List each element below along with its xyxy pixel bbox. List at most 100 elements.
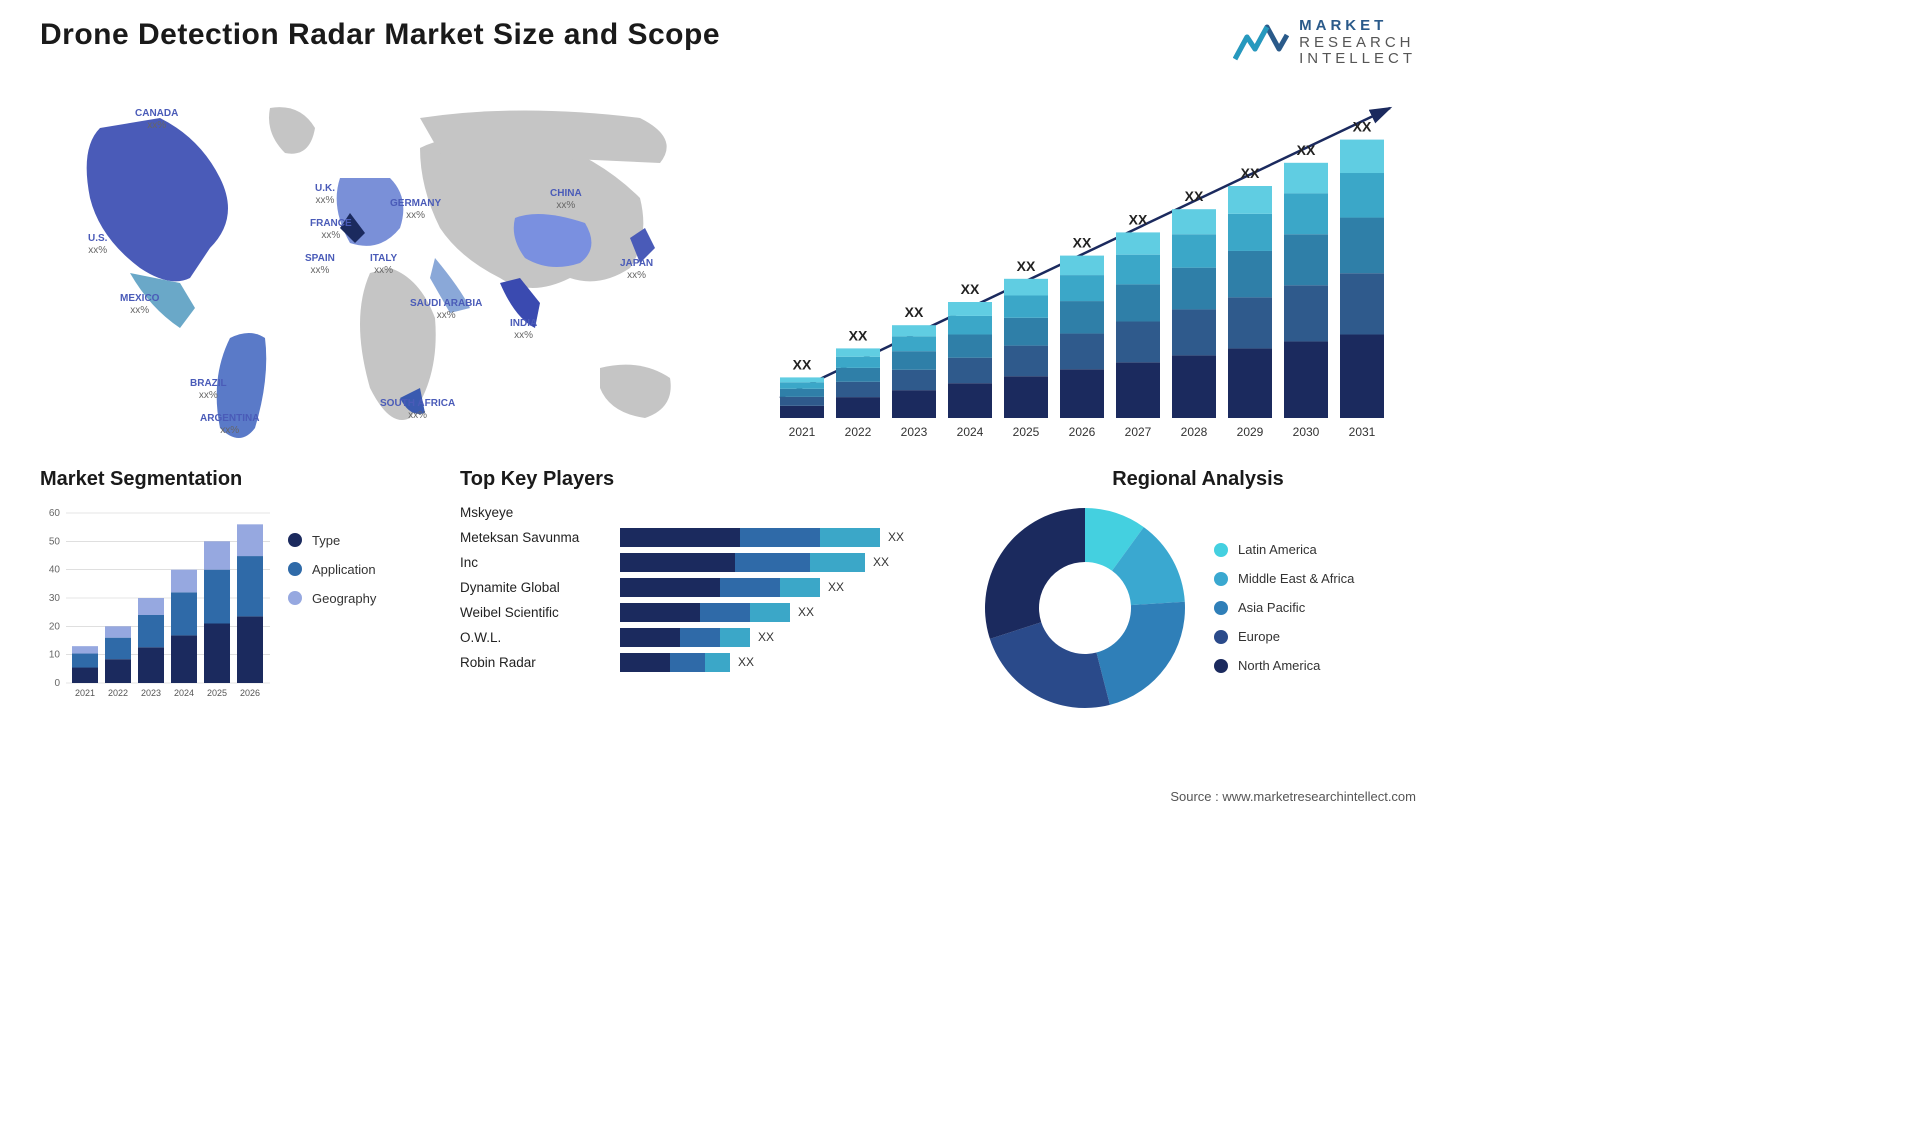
- player-name: Robin Radar: [460, 655, 610, 670]
- legend-item: Latin America: [1214, 542, 1354, 557]
- country-label: SOUTH AFRICAxx%: [380, 398, 455, 422]
- country-label: FRANCExx%: [310, 218, 352, 242]
- seg-bar-segment: [204, 541, 230, 569]
- country-label: INDIAxx%: [510, 318, 537, 342]
- player-value-label: XX: [888, 530, 904, 544]
- brand-logo: MARKET RESEARCH INTELLECT: [1233, 18, 1416, 68]
- growth-bar-segment: [1004, 317, 1048, 345]
- growth-bar-segment: [948, 302, 992, 316]
- player-bar: [620, 528, 880, 547]
- bar-category-label: 2031: [1349, 425, 1376, 439]
- country-label: MEXICOxx%: [120, 293, 159, 317]
- legend-swatch: [1214, 630, 1228, 644]
- world-map: CANADAxx%U.S.xx%MEXICOxx%BRAZILxx%ARGENT…: [40, 78, 720, 458]
- source-attribution: Source : www.marketresearchintellect.com: [1170, 789, 1416, 804]
- growth-bar-segment: [892, 336, 936, 351]
- bar-category-label: 2022: [845, 425, 872, 439]
- growth-bar-segment: [1340, 217, 1384, 273]
- country-label: SPAINxx%: [305, 253, 335, 277]
- growth-bar-segment: [1172, 234, 1216, 267]
- growth-bar-segment: [948, 357, 992, 383]
- player-bar-segment: [750, 603, 790, 622]
- segmentation-chart: 0102030405060202120222023202420252026: [40, 503, 270, 703]
- bar-value-label: XX: [1241, 165, 1260, 181]
- growth-bar-segment: [1284, 341, 1328, 418]
- legend-swatch: [288, 533, 302, 547]
- growth-bar-segment: [1284, 285, 1328, 341]
- legend-label: North America: [1238, 658, 1320, 673]
- player-name: Dynamite Global: [460, 580, 610, 595]
- growth-bar-segment: [1284, 234, 1328, 285]
- growth-bar-segment: [948, 383, 992, 418]
- key-players-section: Top Key Players MskyeyeMeteksan SavunmaX…: [460, 468, 940, 713]
- seg-bar-segment: [237, 556, 263, 616]
- bar-value-label: XX: [849, 327, 868, 343]
- player-bar-segment: [670, 653, 705, 672]
- growth-bar-segment: [1060, 275, 1104, 301]
- seg-category-label: 2023: [141, 688, 161, 698]
- growth-bar-segment: [1116, 362, 1160, 418]
- growth-bar-segment: [836, 356, 880, 367]
- legend-label: Type: [312, 533, 340, 548]
- bar-category-label: 2021: [789, 425, 816, 439]
- bar-category-label: 2023: [901, 425, 928, 439]
- seg-bar-segment: [138, 647, 164, 683]
- seg-bar-segment: [237, 616, 263, 683]
- player-value-label: XX: [738, 655, 754, 669]
- growth-bar-segment: [948, 334, 992, 357]
- legend-swatch: [1214, 572, 1228, 586]
- bar-value-label: XX: [1185, 188, 1204, 204]
- seg-bar-segment: [204, 623, 230, 683]
- player-bar-segment: [810, 553, 865, 572]
- bar-value-label: XX: [1129, 211, 1148, 227]
- player-row: Dynamite GlobalXX: [460, 578, 940, 597]
- growth-bar-segment: [1060, 333, 1104, 369]
- player-bar-segment: [620, 528, 740, 547]
- regional-legend: Latin AmericaMiddle East & AfricaAsia Pa…: [1214, 542, 1354, 673]
- legend-label: Application: [312, 562, 376, 577]
- legend-swatch: [288, 591, 302, 605]
- player-bar-segment: [620, 553, 735, 572]
- logo-line1: MARKET: [1299, 18, 1416, 35]
- bar-value-label: XX: [1073, 234, 1092, 250]
- country-label: CHINAxx%: [550, 188, 582, 212]
- logo-line2: RESEARCH: [1299, 35, 1416, 52]
- player-name: Mskyeye: [460, 505, 610, 520]
- player-name: Inc: [460, 555, 610, 570]
- legend-swatch: [288, 562, 302, 576]
- player-row: Weibel ScientificXX: [460, 603, 940, 622]
- logo-line3: INTELLECT: [1299, 51, 1416, 68]
- player-row: Meteksan SavunmaXX: [460, 528, 940, 547]
- country-label: ITALYxx%: [370, 253, 397, 277]
- player-row: Robin Radar XX: [460, 653, 940, 672]
- segmentation-section: Market Segmentation 01020304050602021202…: [40, 468, 420, 713]
- growth-bar-segment: [1172, 309, 1216, 355]
- page-title: Drone Detection Radar Market Size and Sc…: [40, 18, 720, 52]
- player-bar: [620, 628, 750, 647]
- growth-bar-segment: [1284, 162, 1328, 193]
- seg-bar-segment: [105, 626, 131, 637]
- player-name: O.W.L.: [460, 630, 610, 645]
- growth-bar-segment: [836, 348, 880, 356]
- player-bar-segment: [720, 578, 780, 597]
- segmentation-title: Market Segmentation: [40, 468, 420, 491]
- growth-bar-segment: [780, 382, 824, 388]
- seg-category-label: 2021: [75, 688, 95, 698]
- donut-segment: [985, 508, 1085, 639]
- growth-bar-segment: [1172, 355, 1216, 418]
- y-axis-label: 60: [49, 508, 61, 519]
- bar-category-label: 2026: [1069, 425, 1096, 439]
- donut-segment: [990, 622, 1110, 708]
- player-bar-segment: [620, 603, 700, 622]
- country-label: U.S.xx%: [88, 233, 107, 257]
- player-bar-segment: [720, 628, 750, 647]
- player-bar-segment: [620, 653, 670, 672]
- seg-bar-segment: [72, 653, 98, 667]
- growth-bar-segment: [1284, 193, 1328, 234]
- bar-value-label: XX: [961, 281, 980, 297]
- legend-item: Asia Pacific: [1214, 600, 1354, 615]
- y-axis-label: 30: [49, 593, 61, 604]
- player-row: Mskyeye: [460, 503, 940, 522]
- bar-category-label: 2030: [1293, 425, 1320, 439]
- y-axis-label: 40: [49, 564, 61, 575]
